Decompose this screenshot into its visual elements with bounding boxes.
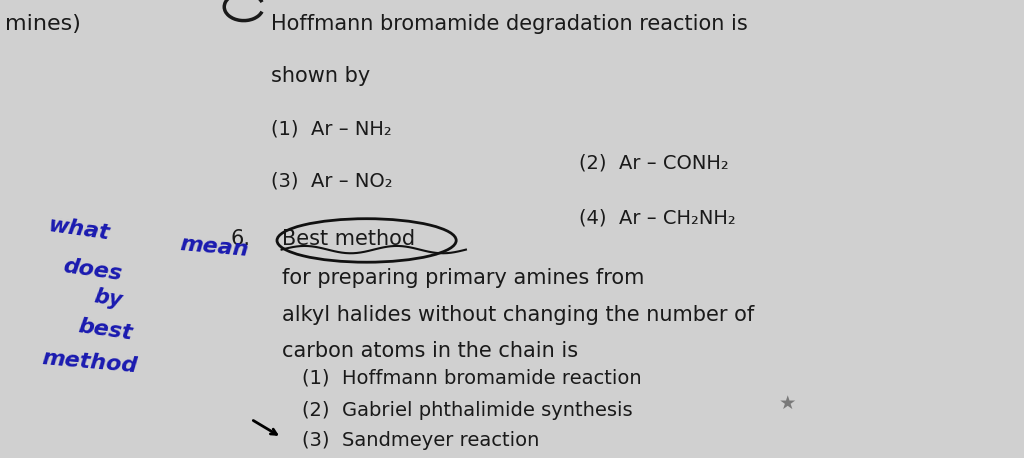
Text: carbon atoms in the chain is: carbon atoms in the chain is [282,341,578,361]
Text: Hoffmann bromamide degradation reaction is: Hoffmann bromamide degradation reaction … [271,14,749,34]
Text: shown by: shown by [271,66,371,87]
Text: for preparing primary amines from: for preparing primary amines from [282,268,644,288]
Text: (2)  Gabriel phthalimide synthesis: (2) Gabriel phthalimide synthesis [302,401,633,420]
Text: by: by [92,286,124,311]
Text: alkyl halides without changing the number of: alkyl halides without changing the numbe… [282,305,754,325]
Text: (1)  Hoffmann bromamide reaction: (1) Hoffmann bromamide reaction [302,369,642,387]
Text: mean: mean [179,234,250,260]
Text: (3)  Ar – NO₂: (3) Ar – NO₂ [271,172,393,191]
Text: (4)  Ar – CH₂NH₂: (4) Ar – CH₂NH₂ [579,208,735,227]
Text: mines): mines) [5,14,81,34]
Text: (1)  Ar – NH₂: (1) Ar – NH₂ [271,119,392,138]
Text: 6.: 6. [230,229,251,249]
Text: method: method [41,348,138,376]
Text: (2)  Ar – CONH₂: (2) Ar – CONH₂ [579,153,728,172]
Text: what: what [46,215,111,244]
Text: (3)  Sandmeyer reaction: (3) Sandmeyer reaction [302,431,540,450]
Text: ★: ★ [778,394,796,413]
Text: does: does [61,256,123,284]
Text: Best method: Best method [282,229,415,249]
Text: best: best [77,316,134,344]
